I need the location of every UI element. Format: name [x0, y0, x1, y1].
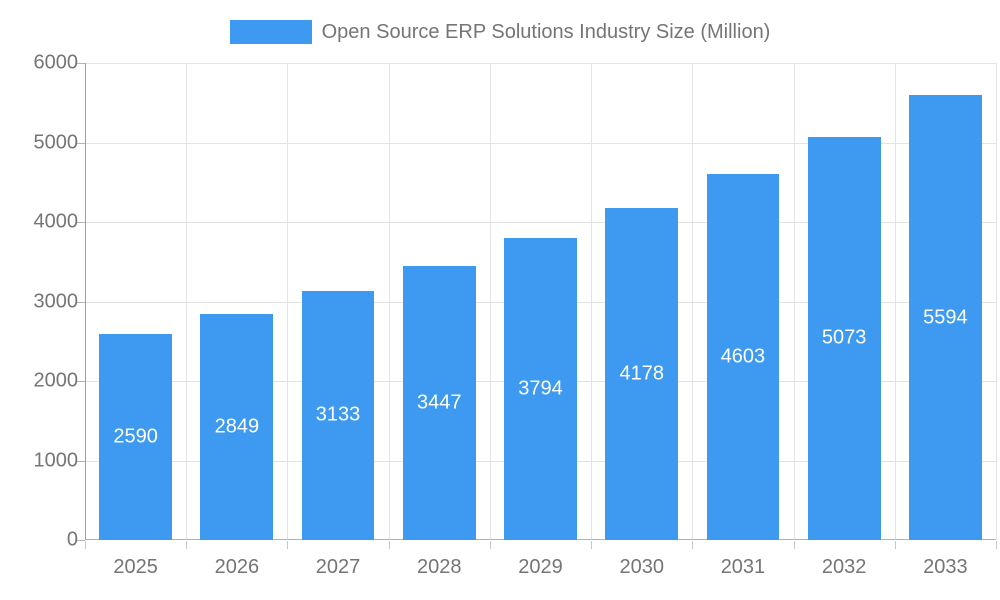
x-tick-label: 2031: [720, 556, 766, 578]
bar-2025[interactable]: 2590: [99, 334, 173, 540]
v-gridline: [591, 63, 593, 540]
bar-2029[interactable]: 3794: [504, 238, 577, 540]
bar-value-label: 2849: [214, 415, 260, 438]
x-tick-mark: [85, 541, 86, 549]
chart-legend: Open Source ERP Solutions Industry Size …: [0, 12, 1000, 52]
y-axis-line: [85, 63, 86, 540]
x-tick-label: 2028: [417, 556, 462, 578]
x-tick-label: 2030: [619, 556, 664, 578]
v-gridline: [186, 63, 188, 540]
x-tick-mark: [287, 541, 289, 549]
bar-2030[interactable]: 4178: [605, 207, 679, 540]
h-gridline: [85, 63, 996, 64]
v-gridline: [996, 63, 997, 540]
x-tick-mark: [489, 541, 491, 549]
x-tick-mark: [692, 541, 694, 549]
x-tick-label: 2026: [214, 556, 260, 578]
legend-label: Open Source ERP Solutions Industry Size …: [321, 20, 771, 43]
y-tick-label: 0: [66, 528, 78, 551]
y-tick-label: 4000: [33, 210, 79, 233]
h-gridline: [85, 222, 996, 223]
bar-value-label: 3794: [518, 377, 563, 400]
bar-2028[interactable]: 3447: [402, 265, 476, 540]
bar-value-label: 4603: [720, 345, 766, 368]
y-tick-mark: [77, 222, 85, 223]
y-tick-mark: [77, 381, 85, 382]
x-tick-label: 2032: [821, 556, 867, 578]
y-tick-label: 5000: [33, 131, 79, 153]
v-gridline: [692, 63, 694, 540]
bar-value-label: 5073: [821, 326, 867, 349]
y-tick-mark: [77, 540, 85, 541]
plot-area: 2590 2849 3133 3447 3794 4178 4603 5073 5594: [77, 63, 997, 549]
legend-swatch-icon: [229, 20, 312, 44]
bar-value-label: 3133: [315, 403, 361, 426]
v-gridline: [388, 63, 390, 540]
h-gridline: [85, 142, 996, 144]
bar-2027[interactable]: 3133: [301, 290, 375, 540]
bar-value-label: 2590: [113, 425, 158, 448]
v-gridline: [793, 63, 795, 540]
y-tick-label: 1000: [33, 449, 79, 471]
bar-value-label: 4178: [619, 362, 664, 385]
v-gridline: [287, 63, 289, 540]
x-tick-label: 2029: [518, 556, 563, 578]
bar-value-label: 3447: [417, 391, 462, 414]
x-tick-label: 2033: [923, 556, 968, 578]
x-tick-mark: [996, 541, 997, 549]
y-tick-label: 2000: [33, 369, 79, 392]
x-tick-mark: [793, 541, 795, 549]
v-gridline: [894, 63, 896, 540]
y-tick-mark: [77, 63, 85, 64]
bar-2026[interactable]: 2849: [200, 313, 274, 540]
y-tick-mark: [77, 301, 85, 303]
x-tick-mark: [388, 541, 390, 549]
x-tick-mark: [591, 541, 593, 549]
x-tick-label: 2025: [113, 556, 158, 578]
y-tick-mark: [77, 142, 85, 144]
bar-2033[interactable]: 5594: [908, 95, 982, 540]
y-tick-label: 6000: [33, 51, 79, 74]
bar-value-label: 5594: [923, 306, 968, 329]
y-tick-label: 3000: [33, 290, 79, 312]
v-gridline: [489, 63, 491, 540]
x-tick-label: 2027: [315, 556, 361, 578]
bar-2032[interactable]: 5073: [807, 136, 881, 540]
y-tick-mark: [77, 460, 85, 462]
x-tick-mark: [186, 541, 188, 549]
bar-2031[interactable]: 4603: [706, 174, 780, 540]
x-tick-mark: [894, 541, 896, 549]
